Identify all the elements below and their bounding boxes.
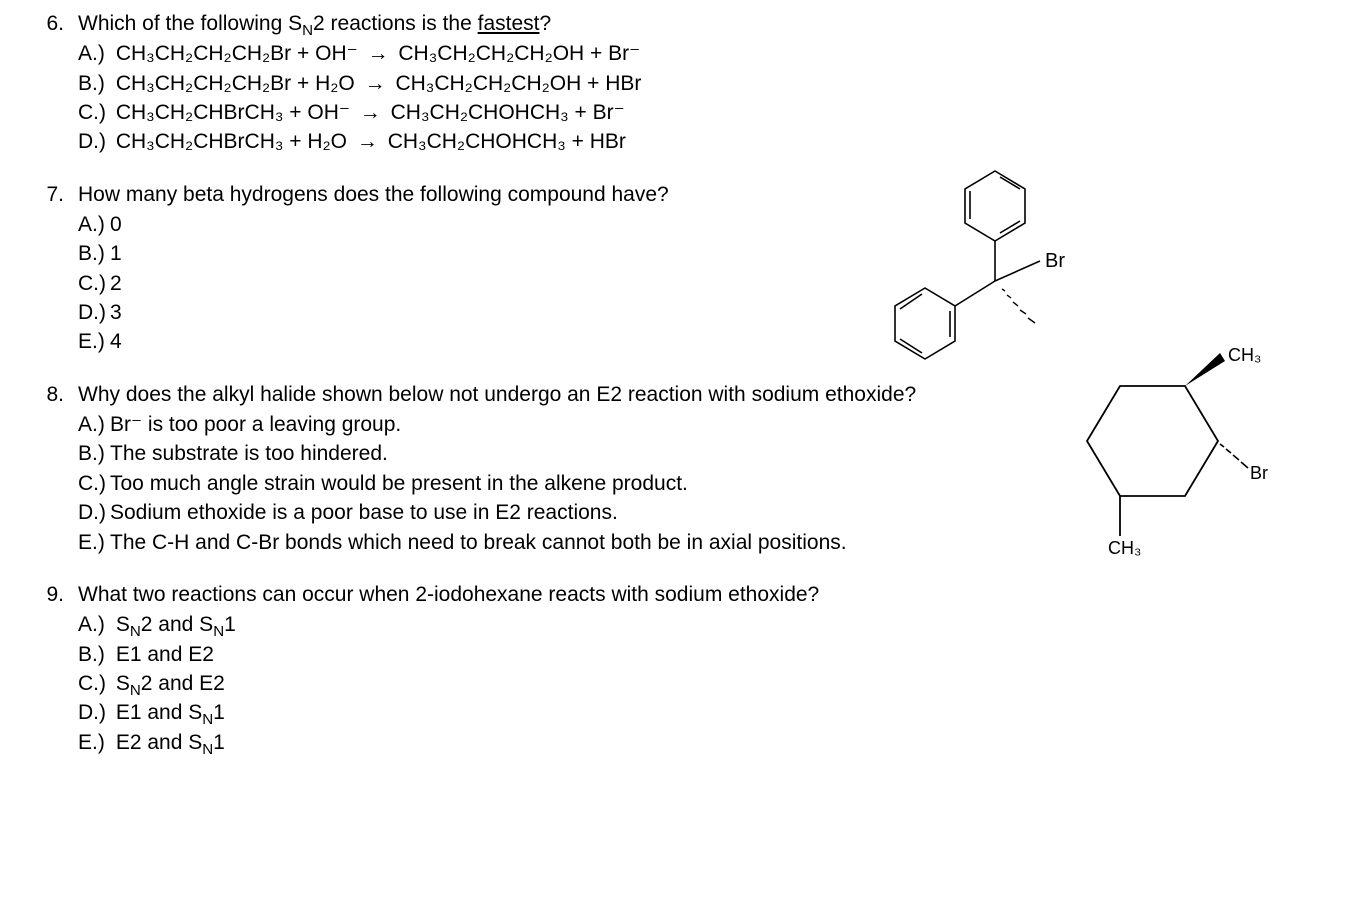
option-label: D.) — [78, 699, 110, 727]
equation-rhs: CH₃CH₂CH₂CH₂OH + Br⁻ — [398, 42, 640, 65]
option-d: D.) E1 and SN1 — [78, 699, 1340, 727]
question-6: 6. Which of the following SN2 reactions … — [30, 10, 1340, 157]
question-number: 9. — [30, 581, 78, 609]
equation-lhs: CH₃CH₂CHBrCH₃ + OH⁻ — [116, 101, 350, 124]
ch3-top-label: CH₃ — [1228, 345, 1261, 365]
equation-lhs: CH₃CH₂CHBrCH₃ + H₂O — [116, 130, 347, 153]
subscript: N — [213, 623, 224, 640]
option-label: C.) — [78, 470, 110, 498]
option-text: Sodium ethoxide is a poor base to use in… — [110, 501, 618, 524]
question-header: 7. How many beta hydrogens does the foll… — [30, 181, 1340, 209]
option-label: B.) — [78, 70, 110, 98]
option-label: E.) — [78, 529, 110, 557]
option-text: E2 and S — [116, 731, 202, 754]
question-number: 6. — [30, 10, 78, 38]
option-b: B.) E1 and E2 — [78, 641, 1340, 669]
option-b: B.)1 — [78, 240, 1340, 268]
question-7: Br 7. How many beta hydrogens does the f… — [30, 181, 1340, 357]
subscript: N — [130, 623, 141, 640]
underlined-word: fastest — [478, 12, 540, 35]
option-text: E1 and S — [116, 701, 202, 724]
question-number: 7. — [30, 181, 78, 209]
option-e: E.) E2 and SN1 — [78, 729, 1340, 757]
option-b: B.) CH₃CH₂CH₂CH₂Br + H₂O → CH₃CH₂CH₂CH₂O… — [78, 70, 1340, 98]
option-text: S — [116, 613, 130, 636]
option-text: 3 — [110, 301, 122, 324]
options-list: A.) SN2 and SN1 B.) E1 and E2 C.) SN2 an… — [30, 611, 1340, 757]
option-label: A.) — [78, 411, 110, 439]
option-label: D.) — [78, 128, 110, 156]
option-c: C.) SN2 and E2 — [78, 670, 1340, 698]
option-text: E1 and E2 — [116, 643, 214, 666]
option-text: 2 and S — [141, 613, 213, 636]
equation-lhs: CH₃CH₂CH₂CH₂Br + H₂O — [116, 72, 355, 95]
option-text: 1 — [213, 731, 225, 754]
option-label: C.) — [78, 270, 110, 298]
option-d: D.)3 — [78, 299, 1340, 327]
options-list: A.)0 B.)1 C.)2 D.)3 E.)4 — [30, 211, 1340, 357]
subscript: N — [202, 711, 213, 728]
question-prompt: Which of the following SN2 reactions is … — [78, 10, 1340, 38]
option-text: Too much angle strain would be present i… — [110, 472, 688, 495]
br-label: Br — [1250, 463, 1268, 483]
option-label: B.) — [78, 240, 110, 268]
option-text: 1 — [224, 613, 236, 636]
arrow-icon: → — [357, 128, 378, 156]
question-prompt: How many beta hydrogens does the followi… — [78, 181, 1340, 209]
option-label: D.) — [78, 299, 110, 327]
subscript: N — [302, 22, 313, 39]
option-label: E.) — [78, 328, 110, 356]
option-label: E.) — [78, 729, 110, 757]
equation-lhs: CH₃CH₂CH₂CH₂Br + OH⁻ — [116, 42, 358, 65]
equation-rhs: CH₃CH₂CHOHCH₃ + HBr — [388, 130, 626, 153]
question-8: CH₃ Br CH₃ 8. Why does the alkyl halide … — [30, 381, 1340, 557]
option-label: A.) — [78, 40, 110, 68]
subscript: N — [130, 682, 141, 699]
option-label: C.) — [78, 99, 110, 127]
option-text: Br⁻ is too poor a leaving group. — [110, 413, 401, 436]
br-label: Br — [1045, 250, 1065, 272]
option-c: C.)2 — [78, 270, 1340, 298]
prompt-text: Which of the following S — [78, 12, 302, 35]
arrow-icon: → — [360, 99, 381, 127]
option-text: 1 — [110, 242, 122, 265]
subscript: N — [202, 741, 213, 758]
option-text: S — [116, 672, 130, 695]
arrow-icon: → — [368, 40, 389, 68]
question-number: 8. — [30, 381, 78, 409]
option-a: A.)0 — [78, 211, 1340, 239]
arrow-icon: → — [365, 70, 386, 98]
option-label: D.) — [78, 499, 110, 527]
option-label: B.) — [78, 641, 110, 669]
option-d: D.) CH₃CH₂CHBrCH₃ + H₂O → CH₃CH₂CHOHCH₃ … — [78, 128, 1340, 156]
option-label: C.) — [78, 670, 110, 698]
prompt-text: ? — [540, 12, 552, 35]
option-text: 2 — [110, 272, 122, 295]
prompt-text: 2 reactions is the — [313, 12, 478, 35]
ch3-bottom-label: CH₃ — [1108, 538, 1141, 558]
equation-rhs: CH₃CH₂CHOHCH₃ + Br⁻ — [391, 101, 625, 124]
question-prompt: Why does the alkyl halide shown below no… — [78, 381, 1018, 409]
option-a: A.) CH₃CH₂CH₂CH₂Br + OH⁻ → CH₃CH₂CH₂CH₂O… — [78, 40, 1340, 68]
option-text: 2 and E2 — [141, 672, 225, 695]
question-header: 9. What two reactions can occur when 2-i… — [30, 581, 1340, 609]
option-label: A.) — [78, 211, 110, 239]
molecule-figure-q8: CH₃ Br CH₃ — [1020, 341, 1280, 579]
option-text: 0 — [110, 213, 122, 236]
option-text: 4 — [110, 330, 122, 353]
question-9: 9. What two reactions can occur when 2-i… — [30, 581, 1340, 757]
option-a: A.) SN2 and SN1 — [78, 611, 1340, 639]
option-label: A.) — [78, 611, 110, 639]
option-c: C.) CH₃CH₂CHBrCH₃ + OH⁻ → CH₃CH₂CHOHCH₃ … — [78, 99, 1340, 127]
option-label: B.) — [78, 440, 110, 468]
options-list: A.) CH₃CH₂CH₂CH₂Br + OH⁻ → CH₃CH₂CH₂CH₂O… — [30, 40, 1340, 156]
question-prompt: What two reactions can occur when 2-iodo… — [78, 581, 1340, 609]
option-text: 1 — [213, 701, 225, 724]
equation-rhs: CH₃CH₂CH₂CH₂OH + HBr — [395, 72, 641, 95]
option-text: The substrate is too hindered. — [110, 442, 388, 465]
option-text: The C-H and C-Br bonds which need to bre… — [110, 531, 847, 554]
question-header: 6. Which of the following SN2 reactions … — [30, 10, 1340, 38]
